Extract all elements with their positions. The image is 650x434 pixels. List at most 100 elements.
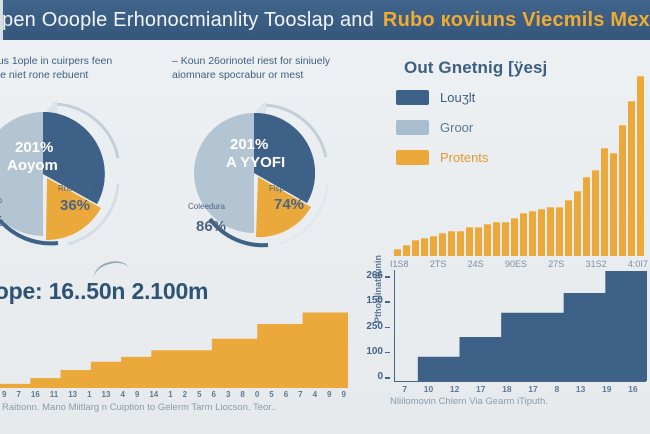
- slice-navy-label: Aoyom: [7, 157, 58, 174]
- slice-steel-label: Conaolnio: [0, 196, 3, 205]
- bar: [420, 238, 429, 256]
- bar: [537, 209, 546, 256]
- blurb-right-text: – Koun 26оrinotel riest for siniuely aio…: [172, 55, 331, 81]
- axis-tick-label: 17: [528, 384, 538, 394]
- y-axis-tick-label: 100: [366, 346, 390, 357]
- axis-tick-label: 24S: [467, 259, 484, 269]
- bar: [411, 239, 420, 256]
- axis-tick-label: 17: [476, 384, 486, 394]
- panel-bottom-left: 9 7 16 11 13 1 13 4 9 14 1 2 5 6 3 8 0 5 6 7 4 9 9 Raitionn. M…: [0, 306, 348, 434]
- bar: [492, 221, 501, 256]
- bar: [474, 227, 483, 256]
- bar: [564, 200, 573, 256]
- step-area-bottom-right-path: [396, 271, 647, 381]
- bar: [609, 153, 618, 256]
- legend-top-right: Louʒlt Groor Protents: [396, 86, 488, 176]
- donut-left-svg: 201% Aoyom Rnerldure 36% Conaolnio 74%: [0, 100, 120, 246]
- step-area-chart-bottom-right: [396, 271, 647, 381]
- axis-tick-label: 11: [49, 390, 59, 399]
- axis-tick-label: 9: [2, 390, 7, 399]
- step-chart-bottom-right-xaxis: 7 10 12 17 18 17 8 13 19 16: [394, 384, 646, 396]
- bar: [394, 248, 402, 256]
- legend-label: Protents: [440, 149, 489, 165]
- slice-steel: [0, 112, 43, 236]
- legend-row[interactable]: Louʒlt: [396, 86, 488, 108]
- donut-right-svg: 201% A YYOFI Flspatturne 74% Coleedura 8…: [188, 101, 329, 248]
- axis-tick-label: 19: [601, 384, 612, 394]
- panel-top-right: Out Gnetnig [ÿesj Louʒlt Groor Protents …: [366, 48, 650, 269]
- donut-chart-left: 201% Aoyom Rnerldure 36% Conaolnio 74%: [0, 96, 148, 246]
- axis-tick-label: 31S2: [585, 259, 607, 269]
- bar: [573, 191, 582, 256]
- axis-tick-label: I1S8: [390, 259, 409, 269]
- axis-tick-label: 13: [575, 384, 586, 394]
- page-title: pen Ooople Erhonocmianlity Tooslap and: [2, 8, 374, 31]
- y-axis-tick-label: 150: [366, 295, 390, 306]
- axis-tick-label: 16: [628, 384, 638, 394]
- slice-orange: [46, 178, 101, 241]
- y-axis-tick-mark: [385, 301, 390, 303]
- caption-bottom-right: Nliilomovin Chlern Via Gearm iTiputh.: [390, 396, 548, 407]
- axis-tick-label: 7: [16, 390, 21, 399]
- axis-tick-label: 4:0I7: [627, 259, 648, 269]
- axis-tick-label: 0: [254, 390, 260, 399]
- step-area-bottom-left-path: [0, 312, 348, 388]
- donut-chart-right: 201% A YYOFI Flspatturne 74% Coleedura 8…: [174, 99, 354, 248]
- axis-tick-label: 4: [120, 390, 125, 399]
- axis-tick-label: 1: [168, 390, 173, 399]
- axis-tick-label: 3: [225, 390, 231, 399]
- slice-orange-pct: 36%: [60, 197, 90, 214]
- outer-ring-arc-3: [208, 217, 269, 248]
- axis-tick-label: 7: [402, 384, 408, 394]
- page-title-accent: Rubo кoviuns Viecmils Mex: [382, 8, 650, 31]
- slice-navy-pct: 201%: [230, 136, 268, 153]
- bar: [510, 218, 519, 256]
- bar: [600, 148, 609, 256]
- outer-ring-arc-2: [67, 183, 120, 246]
- caption-bottom-left: Raitionn. Mano Miitlarg n Cuiption to Ge…: [2, 402, 277, 413]
- axis-tick-label: 10: [423, 384, 434, 394]
- y-axis-tick-label: 250: [366, 321, 390, 332]
- header-title-bar: pen Ooople Erhonocmianlity Tooslap and R…: [0, 0, 650, 40]
- step-chart-bottom-left-xaxis: 9 7 16 11 13 1 13 4 9 14 1 2 5 6 3 8 0 5 6 7 4 9 9: [2, 390, 346, 402]
- step-area-chart-bottom-left: [0, 312, 348, 388]
- blurb-left-text: t us 1ople in cuirpers feen ple niet ron…: [0, 55, 113, 81]
- bar: [555, 207, 564, 256]
- bar: [402, 245, 411, 256]
- bar: [519, 212, 528, 256]
- slice-orange-pct: 74%: [274, 196, 304, 213]
- heading-bottom-left: rope: 16..50n 2.100m: [0, 278, 209, 304]
- slice-steel: [194, 113, 254, 233]
- axis-tick-label: 4: [312, 390, 318, 399]
- axis-tick-label: 13: [68, 390, 78, 399]
- y-axis-tick-mark: [385, 276, 390, 278]
- axis-tick-label: 1: [87, 390, 92, 399]
- bar: [636, 76, 645, 256]
- legend-row[interactable]: Groor: [396, 116, 488, 138]
- axis-tick-label: 16: [30, 390, 40, 399]
- axis-tick-label: 2: [182, 390, 188, 399]
- legend-row[interactable]: Protents: [396, 146, 488, 168]
- legend-swatch-icon: [396, 149, 429, 165]
- bar: [627, 101, 636, 256]
- axis-tick-label: 6: [211, 390, 216, 399]
- axis-tick-label: 12: [449, 384, 460, 394]
- legend-label: Groor: [440, 119, 474, 135]
- bar-chart-top-right-xaxis: I1S8 2TS 24S 90ES 27S 31S2 4:0I7: [390, 259, 648, 273]
- y-axis-tick-mark: [385, 326, 390, 328]
- legend-label: Louʒlt: [440, 89, 476, 105]
- axis-tick-label: 2TS: [429, 259, 447, 269]
- axis-tick-label: 9: [327, 390, 332, 399]
- axis-tick-label: 13: [101, 390, 111, 399]
- bar: [501, 221, 510, 256]
- bar: [618, 124, 627, 256]
- slice-orange-label: Flspatturne: [269, 184, 310, 193]
- axis-tick-label: 9: [134, 390, 140, 399]
- axis-tick-label: 9: [341, 390, 346, 399]
- axis-tick-label: 5: [269, 390, 274, 399]
- panel-bottom-right: Pthonlinatliunin 266 150 250 100 0 7 10 12 17 18…: [352, 255, 650, 434]
- bar: [582, 176, 591, 256]
- axis-tick-label: 5: [197, 390, 202, 399]
- axis-tick-label: 90ES: [504, 259, 527, 269]
